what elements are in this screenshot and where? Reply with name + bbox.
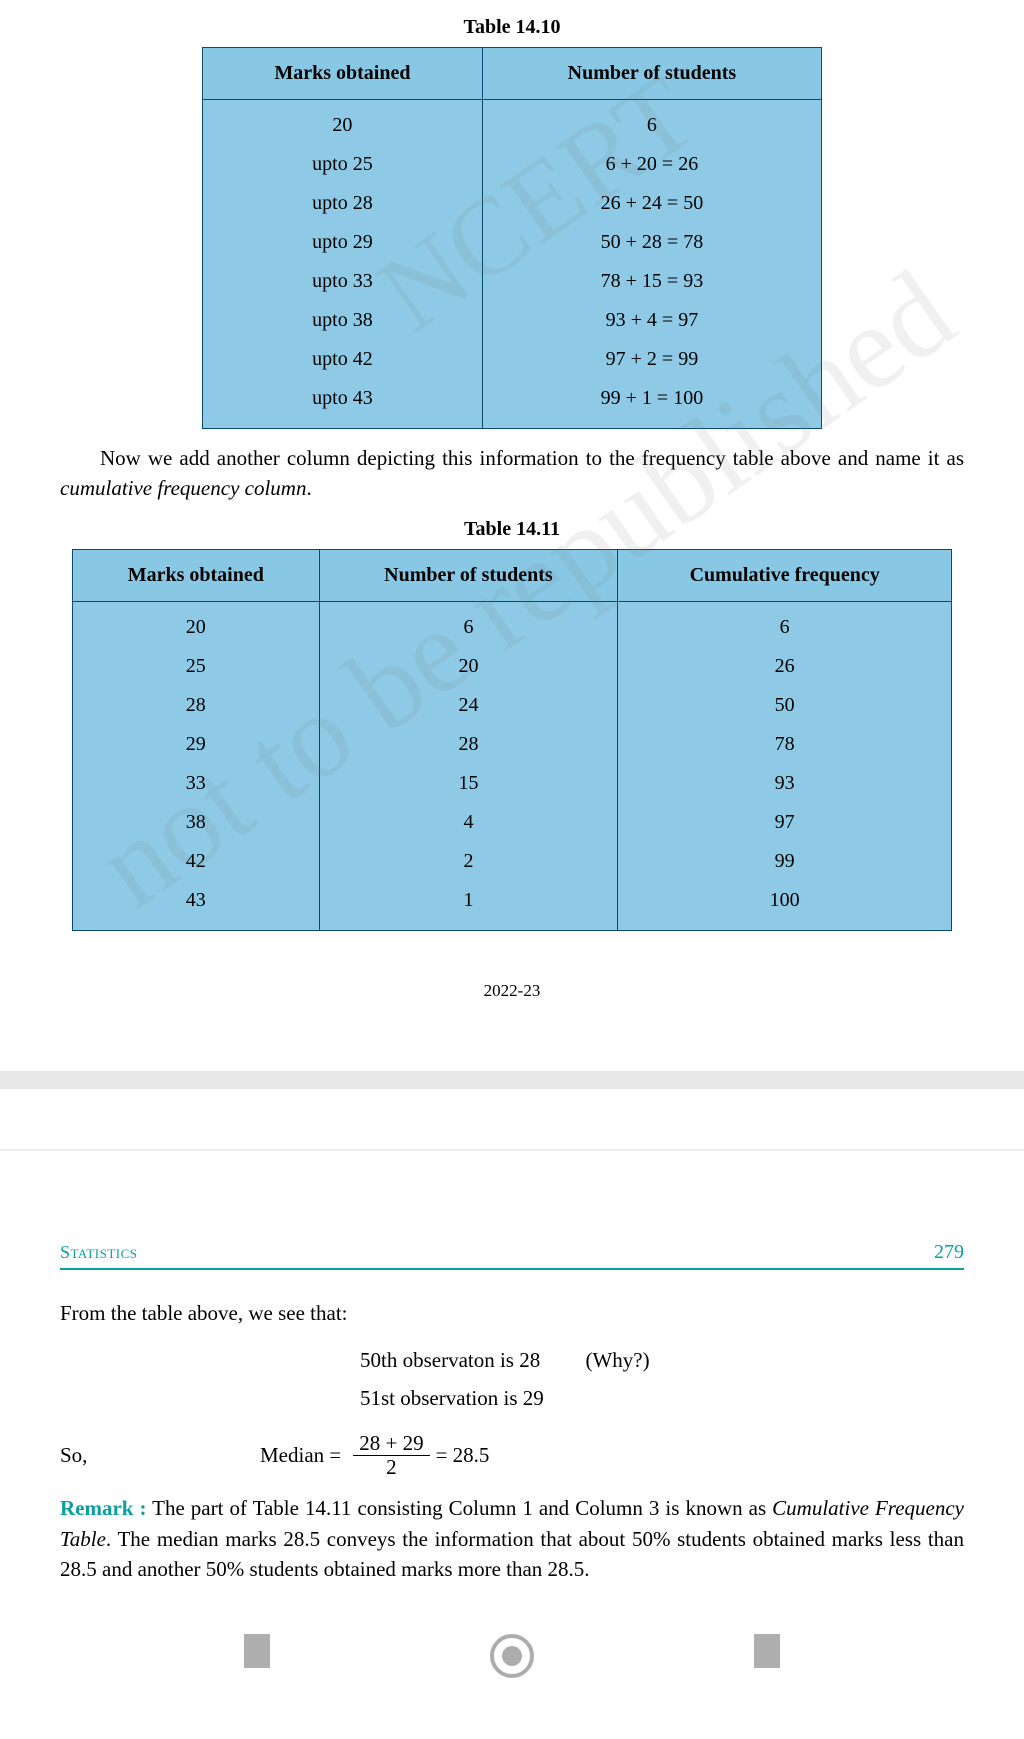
t1-c2-r2: 26 + 24 = 50	[491, 192, 813, 215]
para-cumulative-intro: Now we add another column depicting this…	[60, 443, 964, 504]
t2-r5c1: 4	[328, 811, 610, 834]
t2-h0: Marks obtained	[73, 549, 320, 601]
chapter-header: Statistics 279	[60, 1241, 964, 1270]
obs-50th: 50th observaton is 28	[360, 1348, 540, 1372]
remark-paragraph: Remark : The part of Table 14.11 consist…	[60, 1493, 964, 1584]
t1-header-marks: Marks obtained	[203, 48, 483, 100]
t2-r2c2: 50	[626, 694, 943, 717]
table-14-11-caption: Table 14.11	[60, 518, 964, 541]
t2-r4c2: 93	[626, 772, 943, 795]
t1-c1-r2: upto 28	[211, 192, 474, 215]
t2-r2c1: 24	[328, 694, 610, 717]
t1-c2-r5: 93 + 4 = 97	[491, 309, 813, 332]
t1-c1-r4: upto 33	[211, 270, 474, 293]
t1-c1-r5: upto 38	[211, 309, 474, 332]
remark-a: The part of Table 14.11 consisting Colum…	[147, 1496, 773, 1520]
t2-r2c0: 28	[81, 694, 311, 717]
t1-header-students: Number of students	[482, 48, 821, 100]
remark-label: Remark :	[60, 1496, 147, 1520]
t1-c2-r4: 78 + 15 = 93	[491, 270, 813, 293]
para1-a: Now we add another column depicting this…	[100, 446, 964, 470]
page-break	[0, 1071, 1024, 1151]
t1-c1-r1: upto 25	[211, 153, 474, 176]
t2-r6c0: 42	[81, 850, 311, 873]
t2-r5c2: 97	[626, 811, 943, 834]
obs-51st: 51st observation is 29	[360, 1380, 964, 1418]
t1-c1-r7: upto 43	[211, 387, 474, 410]
t2-r6c2: 99	[626, 850, 943, 873]
median-label: Median =	[260, 1443, 341, 1468]
t2-r7c2: 100	[626, 889, 943, 912]
para1-b: cumulative frequency column	[60, 476, 306, 500]
footer-year: 2022-23	[60, 981, 964, 1001]
t2-r0c2: 6	[626, 616, 943, 639]
remark-c: . The median marks 28.5 conveys the info…	[60, 1527, 964, 1581]
median-den: 2	[380, 1456, 403, 1479]
t2-r7c1: 1	[328, 889, 610, 912]
t2-r0c1: 6	[328, 616, 610, 639]
observations: 50th observaton is 28 (Why?) 51st observ…	[360, 1342, 964, 1418]
t1-c1-r6: upto 42	[211, 348, 474, 371]
t1-c1-r0: 20	[211, 114, 474, 137]
t1-col-marks: 20 upto 25 upto 28 upto 29 upto 33 upto …	[203, 100, 483, 429]
prev-page-icon[interactable]	[244, 1634, 270, 1668]
t1-col-students: 6 6 + 20 = 26 26 + 24 = 50 50 + 28 = 78 …	[482, 100, 821, 429]
page-1: NCERT not to be republished Table 14.10 …	[0, 0, 1024, 1718]
median-so: So,	[60, 1443, 260, 1468]
median-result: = 28.5	[436, 1443, 490, 1468]
t2-r4c0: 33	[81, 772, 311, 795]
t2-h1: Number of students	[319, 549, 618, 601]
chapter-name: Statistics	[60, 1242, 138, 1263]
median-fraction: 28 + 29 2	[353, 1432, 429, 1479]
t2-r3c1: 28	[328, 733, 610, 756]
t2-h2: Cumulative frequency	[618, 549, 952, 601]
median-equation: So, Median = 28 + 29 2 = 28.5	[60, 1432, 964, 1479]
t2-r3c0: 29	[81, 733, 311, 756]
t1-c2-r3: 50 + 28 = 78	[491, 231, 813, 254]
t2-r0c0: 20	[81, 616, 311, 639]
t2-c2: 6 26 50 78 93 97 99 100	[618, 601, 952, 930]
next-page-icon[interactable]	[754, 1634, 780, 1668]
t2-r6c1: 2	[328, 850, 610, 873]
t2-c0: 20 25 28 29 33 38 42 43	[73, 601, 320, 930]
obs-why: (Why?)	[585, 1348, 649, 1372]
t1-c1-r3: upto 29	[211, 231, 474, 254]
play-icon[interactable]	[490, 1634, 534, 1678]
table-14-10: Marks obtained Number of students 20 upt…	[202, 47, 822, 429]
t1-c2-r6: 97 + 2 = 99	[491, 348, 813, 371]
t1-c2-r0: 6	[491, 114, 813, 137]
para-from-table: From the table above, we see that:	[60, 1298, 964, 1328]
t2-r5c0: 38	[81, 811, 311, 834]
t2-r7c0: 43	[81, 889, 311, 912]
t2-c1: 6 20 24 28 15 4 2 1	[319, 601, 618, 930]
t2-r1c1: 20	[328, 655, 610, 678]
t2-r1c0: 25	[81, 655, 311, 678]
t1-c2-r1: 6 + 20 = 26	[491, 153, 813, 176]
table-14-10-caption: Table 14.10	[60, 16, 964, 39]
para1-c: .	[306, 476, 311, 500]
t2-r1c2: 26	[626, 655, 943, 678]
table-14-11: Marks obtained Number of students Cumula…	[72, 549, 952, 931]
page-number: 279	[934, 1241, 964, 1264]
viewer-controls	[60, 1634, 964, 1678]
t2-r3c2: 78	[626, 733, 943, 756]
median-num: 28 + 29	[353, 1432, 429, 1456]
t1-c2-r7: 99 + 1 = 100	[491, 387, 813, 410]
t2-r4c1: 15	[328, 772, 610, 795]
